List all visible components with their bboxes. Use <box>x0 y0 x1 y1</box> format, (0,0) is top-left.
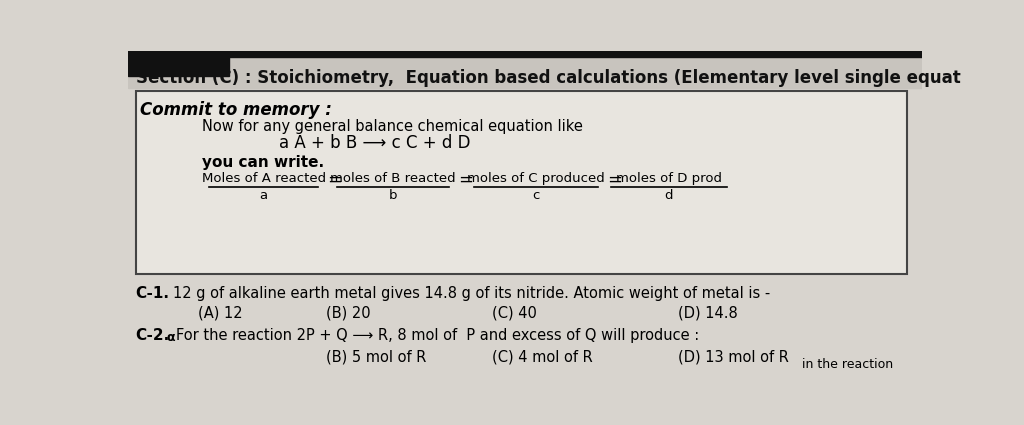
Text: a A + b B ⟶ c C + d D: a A + b B ⟶ c C + d D <box>280 134 471 152</box>
Text: moles of D prod: moles of D prod <box>616 172 722 185</box>
Text: (D) 14.8: (D) 14.8 <box>678 306 738 321</box>
Text: (D) 13 mol of R: (D) 13 mol of R <box>678 350 790 365</box>
Text: Commit to memory :: Commit to memory : <box>140 101 332 119</box>
Text: (B) 5 mol of R: (B) 5 mol of R <box>326 350 426 365</box>
Text: C-1.: C-1. <box>136 286 170 301</box>
Text: moles of C produced: moles of C produced <box>467 172 604 185</box>
Text: =: = <box>458 170 473 189</box>
Text: =: = <box>328 170 342 189</box>
Text: Section (C) : Stoichiometry,  Equation based calculations (Elementary level sing: Section (C) : Stoichiometry, Equation ba… <box>136 69 961 87</box>
Text: d: d <box>665 189 673 202</box>
Bar <box>128 57 922 88</box>
Bar <box>128 51 922 57</box>
Text: For the reaction 2P + Q ⟶ R, 8 mol of  P and excess of Q will produce :: For the reaction 2P + Q ⟶ R, 8 mol of P … <box>176 328 699 343</box>
Text: 12 g of alkaline earth metal gives 14.8 g of its nitride. Atomic weight of metal: 12 g of alkaline earth metal gives 14.8 … <box>173 286 770 301</box>
Text: =: = <box>607 170 622 189</box>
Text: Now for any general balance chemical equation like: Now for any general balance chemical equ… <box>202 119 583 134</box>
Text: (A) 12: (A) 12 <box>198 306 243 321</box>
Text: c: c <box>531 189 540 202</box>
Bar <box>136 91 907 274</box>
Text: in the reaction: in the reaction <box>802 357 893 371</box>
Text: a: a <box>259 189 267 202</box>
Text: (B) 20: (B) 20 <box>326 306 371 321</box>
Text: (C) 40: (C) 40 <box>493 306 538 321</box>
Text: you can write.: you can write. <box>202 155 324 170</box>
Text: α: α <box>166 331 175 344</box>
Text: moles of B reacted: moles of B reacted <box>330 172 456 185</box>
Text: (C) 4 mol of R: (C) 4 mol of R <box>493 350 593 365</box>
Text: b: b <box>389 189 397 202</box>
Text: C-2.: C-2. <box>136 328 170 343</box>
Bar <box>128 51 228 76</box>
Text: Moles of A reacted: Moles of A reacted <box>202 172 326 185</box>
